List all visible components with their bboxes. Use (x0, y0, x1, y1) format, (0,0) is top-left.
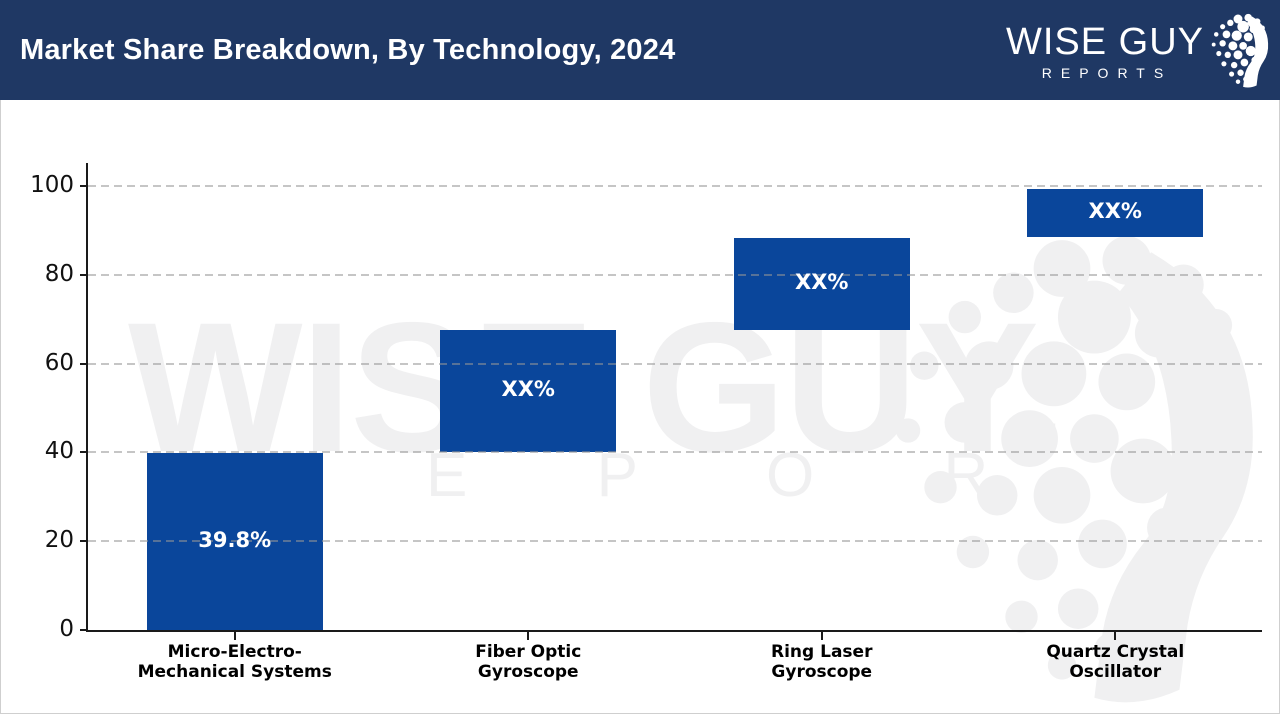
y-tick (80, 540, 88, 543)
bar-segment (733, 238, 910, 331)
logo-subtext: REPORTS (1041, 64, 1173, 81)
x-tick (820, 632, 823, 640)
x-tick (527, 632, 530, 640)
bar-segment (1027, 188, 1204, 238)
x-tick (233, 632, 236, 640)
x-tick (1114, 632, 1117, 640)
x-category-label: Quartz Crystal Oscillator (1046, 642, 1185, 682)
y-tick (80, 185, 88, 187)
y-tick (80, 629, 88, 631)
logo-head-icon (1206, 12, 1270, 90)
header: Market Share Breakdown, By Technology, 2… (0, 0, 1280, 100)
bar-value-label: XX% (501, 377, 555, 402)
bar-value-label: 39.8% (198, 527, 272, 552)
y-tick-label: 20 (44, 527, 74, 554)
y-tick (80, 273, 88, 276)
y-tick-label: 60 (44, 349, 74, 376)
gridline (88, 185, 1262, 187)
x-category-label: Micro-Electro- Mechanical Systems (137, 642, 332, 682)
gridline (88, 451, 1262, 454)
x-category-label: Ring Laser Gyroscope (771, 642, 873, 682)
y-axis-line (86, 163, 88, 632)
bar-segment (440, 330, 617, 453)
gridline (88, 362, 1262, 365)
page-title: Market Share Breakdown, By Technology, 2… (20, 33, 676, 66)
bar-value-label: XX% (795, 270, 849, 295)
x-axis-line (86, 630, 1262, 632)
y-tick-label: 40 (44, 438, 74, 465)
bar-value-label: XX% (1088, 199, 1142, 224)
y-tick-label: 0 (59, 616, 74, 642)
y-tick (80, 451, 88, 454)
y-tick (80, 362, 88, 365)
logo-wordmark: WISE GUY (1005, 20, 1204, 63)
logo: WISE GUY REPORTS (1006, 8, 1270, 94)
gridline (88, 540, 1262, 543)
y-tick-label: 100 (30, 172, 74, 198)
y-tick-label: 80 (44, 260, 74, 287)
logo-text: WISE GUY REPORTS (1006, 22, 1204, 81)
x-category-label: Fiber Optic Gyroscope (475, 642, 582, 682)
gridline (88, 273, 1262, 276)
